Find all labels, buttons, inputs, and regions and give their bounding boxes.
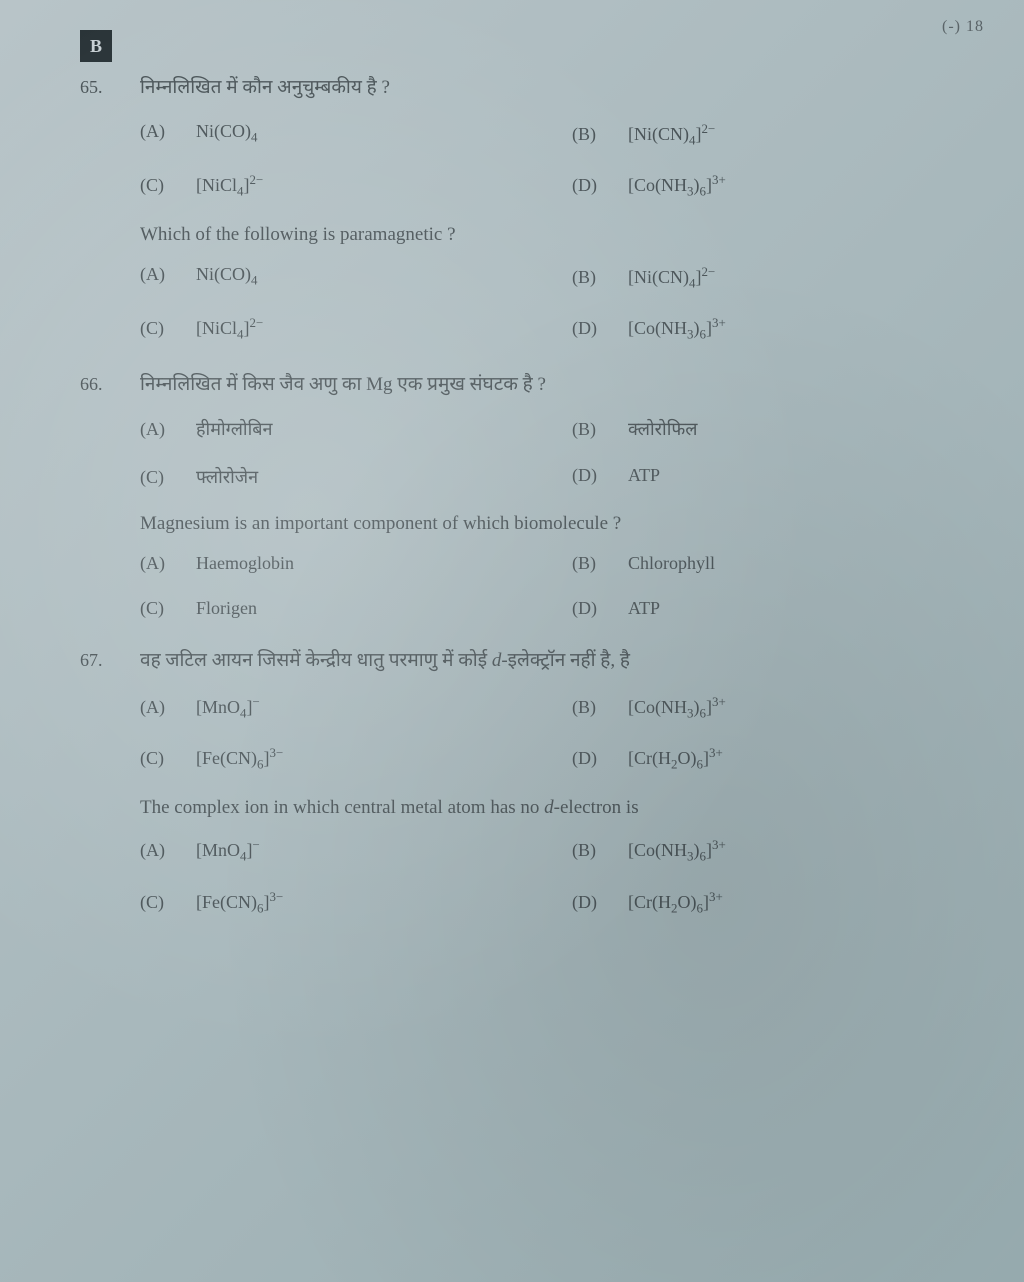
option-label: (D): [572, 465, 604, 486]
option: (B) [Ni(CN)4]2−: [572, 264, 964, 292]
option-text: Florigen: [196, 598, 257, 619]
option: (C) [Fe(CN)6]3−: [140, 745, 532, 773]
option-text: Chlorophyll: [628, 553, 715, 574]
option-text: [Ni(CN)4]2−: [628, 264, 715, 292]
question-text-hindi: वह जटिल आयन जिसमें केन्द्रीय धातु परमाणु…: [140, 647, 630, 676]
options-grid: (A)Haemoglobin(B)Chlorophyll(C)Florigen(…: [140, 553, 964, 619]
option: (C) [NiCl4]2−: [140, 172, 532, 200]
option-label: (B): [572, 553, 604, 574]
question-row-hindi: 66. निम्नलिखित में किस जैव अणु का Mg एक प…: [80, 371, 964, 400]
option-text: [Cr(H2O)6]3+: [628, 745, 723, 773]
option: (A) Ni(CO)4: [140, 264, 532, 292]
option-label: (A): [140, 840, 172, 861]
option-label: (C): [140, 467, 172, 488]
options-grid: (A) Ni(CO)4 (B) [Ni(CN)4]2− (C) [NiCl4]2− (D) […: [140, 121, 964, 200]
option-label: (C): [140, 598, 172, 619]
option-text: [Fe(CN)6]3−: [196, 745, 283, 773]
option-label: (A): [140, 121, 172, 142]
question-row-hindi: 65. निम्नलिखित में कौन अनुचुम्बकीय है ?: [80, 74, 964, 103]
option-text: ATP: [628, 598, 660, 619]
option: (A) Ni(CO)4: [140, 121, 532, 149]
option-label: (D): [572, 748, 604, 769]
option: (C) [Fe(CN)6]3−: [140, 889, 532, 917]
option-text: हीमोग्लोबिन: [196, 417, 273, 441]
option-label: (A): [140, 419, 172, 440]
question-text-hindi: निम्नलिखित में किस जैव अणु का Mg एक प्रम…: [140, 371, 546, 400]
option: (A) [MnO4]−: [140, 694, 532, 722]
options-grid: (A) Ni(CO)4 (B) [Ni(CN)4]2− (C) [NiCl4]2− (D) […: [140, 264, 964, 343]
question-text-hindi: निम्नलिखित में कौन अनुचुम्बकीय है ?: [140, 74, 390, 103]
option: (B) क्लोरोफिल: [572, 417, 964, 441]
option: (D) [Co(NH3)6]3+: [572, 172, 964, 200]
option: (D) ATP: [572, 598, 964, 619]
option-label: (D): [572, 318, 604, 339]
option-label: (B): [572, 124, 604, 145]
option: (B) [Ni(CN)4]2−: [572, 121, 964, 149]
option: (B) [Co(NH3)6]3+: [572, 837, 964, 865]
section-badge: B: [80, 30, 112, 62]
option-text: [Fe(CN)6]3−: [196, 889, 283, 917]
option: (D) [Cr(H2O)6]3+: [572, 889, 964, 917]
option-text: Ni(CO)4: [196, 264, 257, 289]
question-number: 66.: [80, 374, 120, 395]
question-text-english: Which of the following is paramagnetic ?: [140, 224, 964, 246]
option-text: [NiCl4]2−: [196, 315, 263, 343]
options-grid: (A) हीमोग्लोबिन (B) क्लोरोफिल (C) फ्लोरोजेन (D…: [140, 417, 964, 489]
option-text: Ni(CO)4: [196, 121, 257, 146]
option: (C) [NiCl4]2−: [140, 315, 532, 343]
option: (B) [Co(NH3)6]3+: [572, 694, 964, 722]
option-text: Haemoglobin: [196, 553, 294, 574]
option-text: [Co(NH3)6]3+: [628, 694, 726, 722]
option-text: क्लोरोफिल: [628, 417, 697, 441]
option-label: (B): [572, 267, 604, 288]
options-grid: (A)[MnO4]−(B)[Co(NH3)6]3+(C)[Fe(CN)6]3−(…: [140, 694, 964, 773]
option: (A) हीमोग्लोबिन: [140, 417, 532, 441]
option: (D) ATP: [572, 465, 964, 489]
option-text: [MnO4]−: [196, 694, 260, 722]
option: (B) Chlorophyll: [572, 553, 964, 574]
option-label: (C): [140, 892, 172, 913]
option: (C) फ्लोरोजेन: [140, 465, 532, 489]
option-text: [MnO4]−: [196, 837, 260, 865]
option: (A) Haemoglobin: [140, 553, 532, 574]
option-label: (C): [140, 318, 172, 339]
option-text: फ्लोरोजेन: [196, 465, 258, 489]
option-text: [Co(NH3)6]3+: [628, 837, 726, 865]
question-row-hindi: 67. वह जटिल आयन जिसमें केन्द्रीय धातु परम…: [80, 647, 964, 676]
question-text-english: Magnesium is an important component of w…: [140, 513, 964, 535]
option-label: (A): [140, 264, 172, 285]
option-label: (C): [140, 175, 172, 196]
option-label: (B): [572, 697, 604, 718]
page-number: (-) 18: [942, 18, 984, 36]
option-text: [Ni(CN)4]2−: [628, 121, 715, 149]
option-text: ATP: [628, 465, 660, 486]
option-text: [Co(NH3)6]3+: [628, 315, 726, 343]
question-number: 65.: [80, 77, 120, 98]
option-label: (D): [572, 892, 604, 913]
question-block: 66. निम्नलिखित में किस जैव अणु का Mg एक प…: [80, 371, 964, 620]
option: (C) Florigen: [140, 598, 532, 619]
option-text: [NiCl4]2−: [196, 172, 263, 200]
questions-container: 65. निम्नलिखित में कौन अनुचुम्बकीय है ? (A…: [80, 74, 964, 916]
option-label: (A): [140, 553, 172, 574]
question-block: 67. वह जटिल आयन जिसमें केन्द्रीय धातु परम…: [80, 647, 964, 916]
options-grid: (A)[MnO4]−(B)[Co(NH3)6]3+(C)[Fe(CN)6]3−(…: [140, 837, 964, 916]
option: (D) [Co(NH3)6]3+: [572, 315, 964, 343]
question-block: 65. निम्नलिखित में कौन अनुचुम्बकीय है ? (A…: [80, 74, 964, 343]
option-text: [Co(NH3)6]3+: [628, 172, 726, 200]
option-label: (B): [572, 840, 604, 861]
option: (D) [Cr(H2O)6]3+: [572, 745, 964, 773]
option: (A) [MnO4]−: [140, 837, 532, 865]
option-label: (C): [140, 748, 172, 769]
option-label: (D): [572, 598, 604, 619]
option-label: (A): [140, 697, 172, 718]
option-label: (D): [572, 175, 604, 196]
option-label: (B): [572, 419, 604, 440]
option-text: [Cr(H2O)6]3+: [628, 889, 723, 917]
question-number: 67.: [80, 650, 120, 671]
question-text-english: The complex ion in which central metal a…: [140, 797, 964, 819]
